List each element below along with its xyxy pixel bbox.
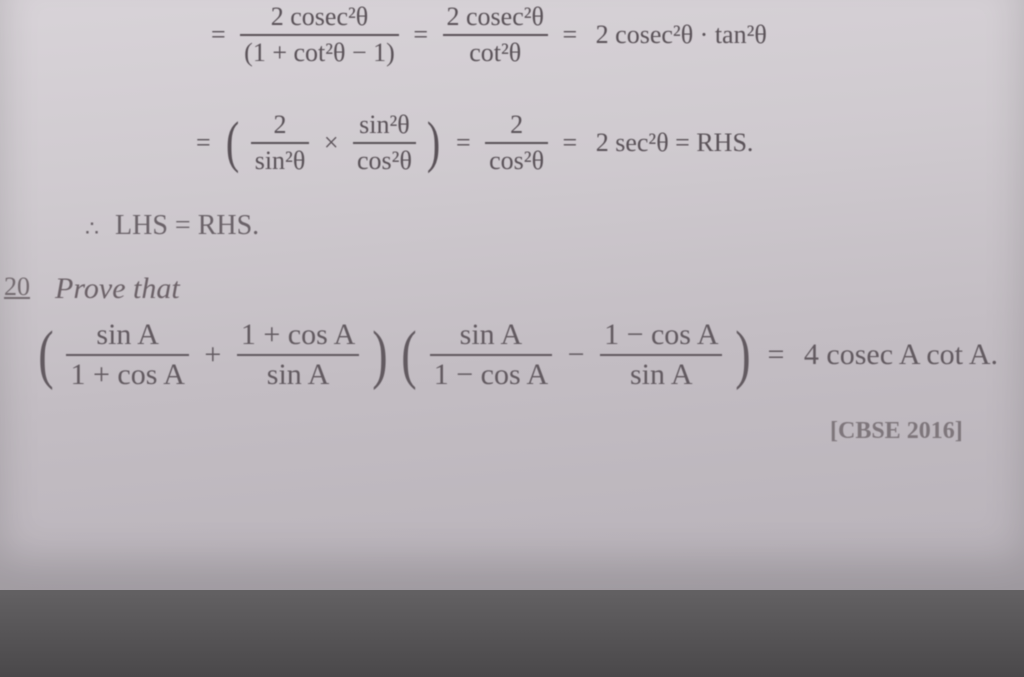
numerator: sin²θ <box>353 110 416 142</box>
equals-sign: = <box>563 128 578 158</box>
numerator: sin A <box>430 318 552 354</box>
equals-sign: = <box>211 20 226 50</box>
fraction-2: 2 cosec²θ cot²θ <box>443 2 549 68</box>
numerator: sin A <box>66 318 188 354</box>
fraction-1: sin A 1 + cos A <box>66 318 188 392</box>
equals-sign: = <box>196 128 211 158</box>
fraction-3: 2 cos²θ <box>485 110 548 176</box>
close-paren-icon: ) <box>427 117 440 168</box>
denominator: (1 + cot²θ − 1) <box>240 34 399 68</box>
close-paren-icon: ) <box>372 325 387 384</box>
derivation-line-1: = 2 cosec²θ (1 + cot²θ − 1) = 2 cosec²θ … <box>205 2 773 68</box>
denominator: 1 − cos A <box>430 354 552 392</box>
fraction-3: sin A 1 − cos A <box>430 318 552 392</box>
therefore-symbol: ∴ <box>85 216 99 242</box>
numerator: 1 − cos A <box>600 318 722 354</box>
numerator: 1 + cos A <box>237 318 359 354</box>
fraction-2: sin²θ cos²θ <box>353 110 416 176</box>
denominator: cot²θ <box>443 34 549 68</box>
close-paren-icon: ) <box>735 325 750 384</box>
textbook-page: = 2 cosec²θ (1 + cot²θ − 1) = 2 cosec²θ … <box>0 0 1024 590</box>
denominator: cos²θ <box>485 142 548 176</box>
plus-sign: + <box>204 338 221 372</box>
open-paren-icon: ( <box>38 325 53 384</box>
numerator: 2 <box>251 110 310 142</box>
numerator: 2 <box>485 110 548 142</box>
identity-expression: ( sin A 1 + cos A + 1 + cos A sin A ) ( … <box>35 318 1004 392</box>
denominator: 1 + cos A <box>66 354 188 392</box>
numerator: 2 cosec²θ <box>443 2 549 34</box>
open-paren-icon: ( <box>402 325 417 384</box>
fraction-2: 1 + cos A sin A <box>237 318 359 392</box>
expression-tail: 2 sec²θ = RHS. <box>596 128 754 158</box>
expression-tail: 2 cosec²θ · tan²θ <box>596 20 767 50</box>
rhs-expression: 4 cosec A cot A. <box>804 338 998 372</box>
derivation-line-2: = ( 2 sin²θ × sin²θ cos²θ ) = 2 cos²θ = … <box>190 110 759 176</box>
fraction-1: 2 sin²θ <box>251 110 310 176</box>
open-paren-icon: ( <box>226 117 239 168</box>
times-sign: × <box>324 128 339 158</box>
fraction-1: 2 cosec²θ (1 + cot²θ − 1) <box>240 2 399 68</box>
equals-sign: = <box>413 20 428 50</box>
denominator: sin²θ <box>251 142 310 176</box>
equals-sign: = <box>563 20 578 50</box>
lhs-equals-rhs: LHS = RHS. <box>115 210 259 242</box>
denominator: sin A <box>237 354 359 392</box>
equals-sign: = <box>767 338 784 372</box>
denominator: cos²θ <box>353 142 416 176</box>
prove-that-label: Prove that <box>55 272 180 306</box>
fraction-4: 1 − cos A sin A <box>600 318 722 392</box>
equals-sign: = <box>456 128 471 158</box>
question-number: 20 <box>4 272 30 302</box>
minus-sign: − <box>568 338 585 372</box>
source-tag: [CBSE 2016] <box>830 418 963 445</box>
denominator: sin A <box>600 354 722 392</box>
numerator: 2 cosec²θ <box>240 2 399 34</box>
